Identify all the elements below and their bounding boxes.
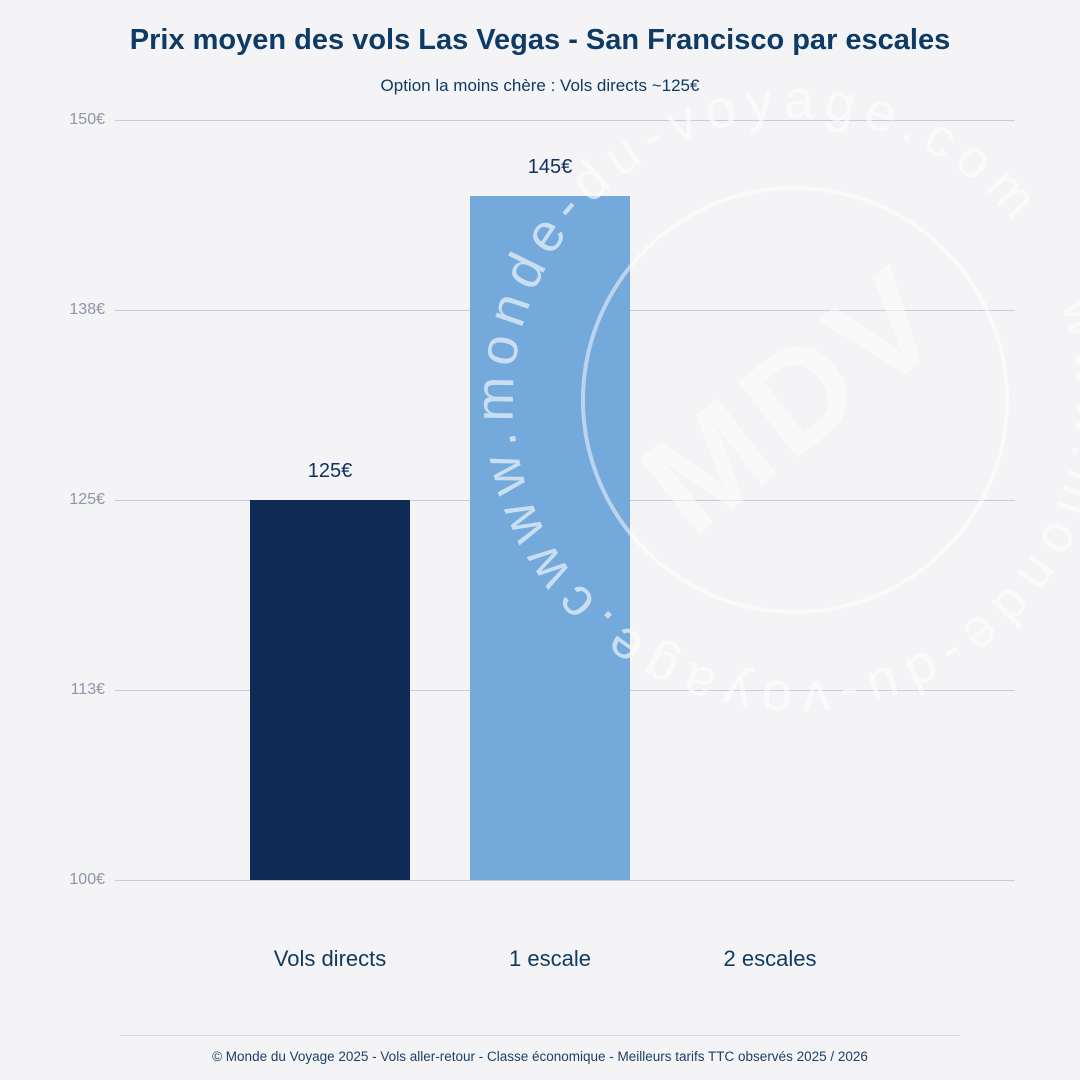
y-axis-tick-label: 150€ xyxy=(69,111,105,128)
gridline xyxy=(115,880,1015,881)
bar-value-label-1-escale: 145€ xyxy=(527,156,573,178)
y-axis-tick-label: 100€ xyxy=(69,871,105,888)
gridline xyxy=(115,120,1015,121)
footer-text: © Monde du Voyage 2025 - Vols aller-reto… xyxy=(212,1049,868,1064)
y-axis-tick-label: 138€ xyxy=(69,301,105,318)
category-label-1-escale: 1 escale xyxy=(509,946,591,971)
bar-chart-plot-area: 125€ Vols directs 145€ 1 escale 2 escales xyxy=(115,120,1015,971)
y-axis: 150€ 138€ 125€ 113€ 100€ xyxy=(0,111,105,888)
y-axis-tick-label: 125€ xyxy=(69,491,105,508)
bar-vols-directs[interactable] xyxy=(250,500,410,880)
chart-subtitle: Option la moins chère : Vols directs ~12… xyxy=(380,76,700,95)
y-axis-tick-label: 113€ xyxy=(70,681,105,698)
footer: © Monde du Voyage 2025 - Vols aller-reto… xyxy=(120,1035,960,1080)
category-label-vols-directs: Vols directs xyxy=(273,946,387,971)
category-label-2-escales: 2 escales xyxy=(723,946,817,971)
chart-title: Prix moyen des vols Las Vegas - San Fran… xyxy=(129,24,951,56)
bar-1-escale[interactable] xyxy=(470,196,630,880)
bar-value-label-vols-directs: 125€ xyxy=(307,460,353,482)
